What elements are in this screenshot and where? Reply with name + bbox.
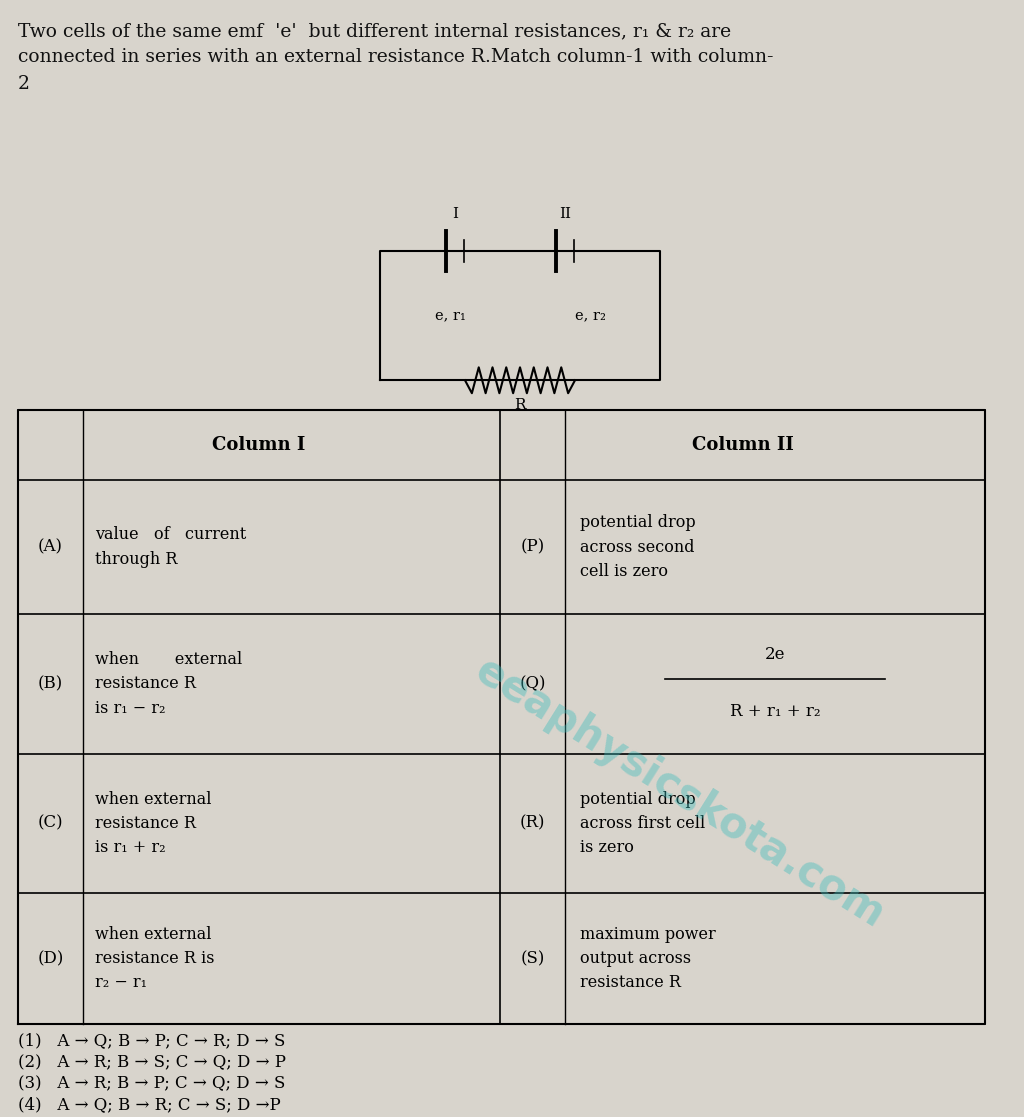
Text: (1)   A → Q; B → P; C → R; D → S: (1) A → Q; B → P; C → R; D → S	[18, 1032, 286, 1049]
Text: (R): (R)	[520, 814, 545, 832]
Text: (P): (P)	[520, 538, 545, 555]
Text: Column II: Column II	[691, 436, 794, 454]
Text: when external
resistance R is
r₂ − r₁: when external resistance R is r₂ − r₁	[95, 926, 214, 991]
Text: (A): (A)	[38, 538, 63, 555]
Text: eeaphysicskota.com: eeaphysicskota.com	[468, 650, 893, 937]
Text: e, r₂: e, r₂	[574, 308, 605, 323]
Text: (C): (C)	[38, 814, 63, 832]
Text: 2e: 2e	[765, 646, 785, 662]
Text: when external
resistance R
is r₁ + r₂: when external resistance R is r₁ + r₂	[95, 791, 212, 856]
Text: when       external
resistance R
is r₁ − r₂: when external resistance R is r₁ − r₂	[95, 651, 243, 716]
Text: (D): (D)	[37, 951, 63, 967]
Text: maximum power
output across
resistance R: maximum power output across resistance R	[580, 926, 716, 991]
Text: potential drop
across second
cell is zero: potential drop across second cell is zer…	[580, 514, 695, 580]
Text: (Q): (Q)	[519, 676, 546, 693]
Text: R: R	[514, 398, 525, 412]
Text: (B): (B)	[38, 676, 63, 693]
Text: e, r₁: e, r₁	[434, 308, 466, 323]
Text: value   of   current
through R: value of current through R	[95, 526, 246, 567]
Text: Two cells of the same emf  'e'  but different internal resistances, r₁ & r₂ are
: Two cells of the same emf 'e' but differ…	[18, 22, 773, 93]
Text: Column I: Column I	[212, 436, 306, 454]
Text: (4)   A → Q; B → R; C → S; D →P: (4) A → Q; B → R; C → S; D →P	[18, 1097, 281, 1114]
Text: (2)   A → R; B → S; C → Q; D → P: (2) A → R; B → S; C → Q; D → P	[18, 1053, 286, 1071]
Text: potential drop
across first cell
is zero: potential drop across first cell is zero	[580, 791, 706, 856]
Text: R + r₁ + r₂: R + r₁ + r₂	[730, 704, 820, 720]
Text: (3)   A → R; B → P; C → Q; D → S: (3) A → R; B → P; C → Q; D → S	[18, 1075, 286, 1092]
Text: II: II	[559, 207, 571, 221]
Text: (S): (S)	[520, 951, 545, 967]
Text: I: I	[452, 207, 458, 221]
